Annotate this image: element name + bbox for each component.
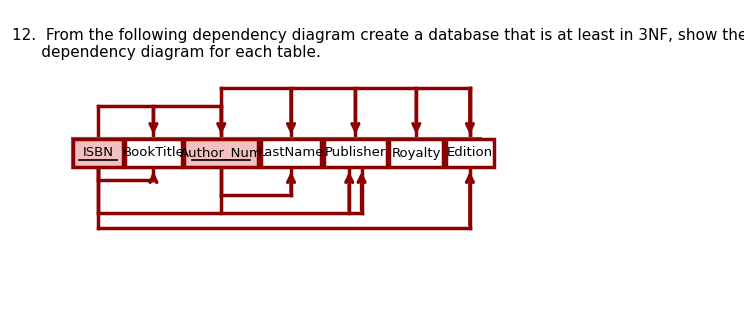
Bar xyxy=(324,139,387,167)
Text: LastName: LastName xyxy=(257,147,324,159)
Bar xyxy=(73,139,481,167)
Text: Edition: Edition xyxy=(447,147,493,159)
Text: BookTitle: BookTitle xyxy=(123,147,185,159)
Bar xyxy=(446,139,494,167)
Text: dependency diagram for each table.: dependency diagram for each table. xyxy=(12,45,321,60)
Bar xyxy=(185,139,258,167)
Text: ISBN: ISBN xyxy=(83,147,113,159)
Text: Publisher: Publisher xyxy=(324,147,386,159)
Text: 12.  From the following dependency diagram create a database that is at least in: 12. From the following dependency diagra… xyxy=(12,28,744,43)
Bar xyxy=(125,139,182,167)
Text: Author_Num: Author_Num xyxy=(180,147,263,159)
Bar xyxy=(260,139,321,167)
Text: Royalty: Royalty xyxy=(391,147,441,159)
Bar xyxy=(389,139,443,167)
Bar xyxy=(73,139,123,167)
